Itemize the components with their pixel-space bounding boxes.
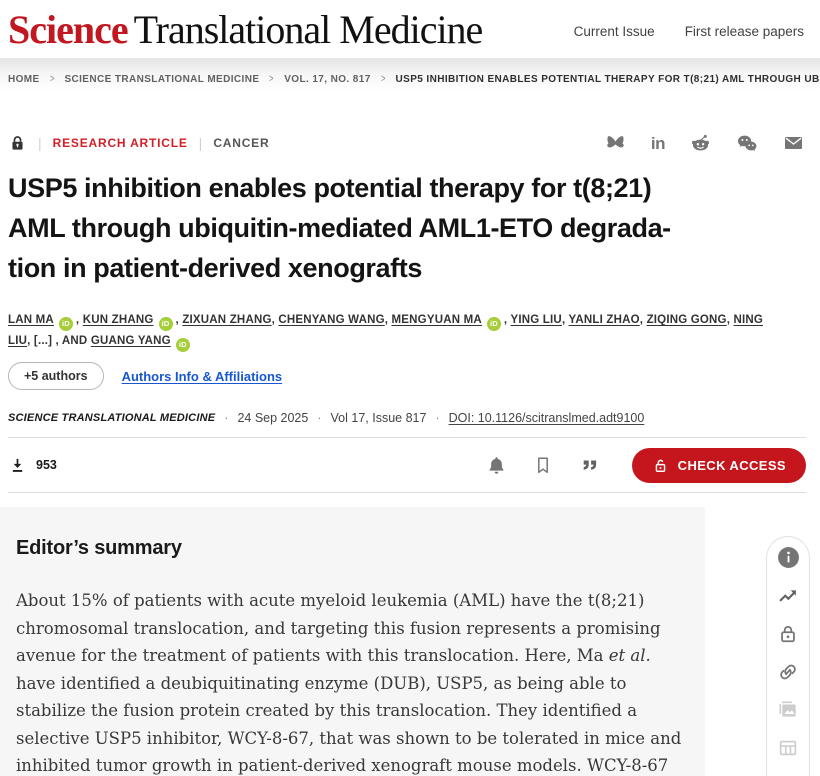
open-padlock-icon <box>652 457 669 474</box>
title-line: AML through ubiquitin-mediated AML1-ETO … <box>8 208 806 248</box>
author-link[interactable]: LAN MA <box>8 314 54 326</box>
editors-summary-panel: Editor’s summary About 15% of patients w… <box>0 507 705 776</box>
download-icon <box>8 456 27 475</box>
locked-padlock-icon <box>8 134 27 153</box>
breadcrumb-journal[interactable]: SCIENCE TRANSLATIONAL MEDICINE <box>64 74 259 85</box>
info-icon[interactable] <box>777 546 800 569</box>
article-header: | RESEARCH ARTICLE | CANCER in <box>0 133 820 776</box>
breadcrumb-volume[interactable]: VOL. 17, NO. 817 <box>284 74 370 85</box>
bluesky-icon[interactable] <box>605 133 626 153</box>
divider-line <box>8 492 806 493</box>
science-logo-text[interactable]: Science <box>8 7 128 52</box>
breadcrumb-current-article: USP5 INHIBITION ENABLES POTENTIAL THERAP… <box>396 74 820 85</box>
dot-separator: · <box>317 411 321 425</box>
header-nav: Current Issue First release papers <box>574 20 804 39</box>
author-separator: , <box>640 314 647 326</box>
linkedin-icon[interactable]: in <box>651 135 665 152</box>
orcid-icon[interactable]: iD <box>487 317 501 331</box>
publication-date: 24 Sep 2025 <box>237 411 308 425</box>
authors-info-affiliations-link[interactable]: Authors Info & Affiliations <box>122 369 283 384</box>
author-link[interactable]: ZIXUAN ZHANG <box>182 314 271 326</box>
email-icon[interactable] <box>783 133 804 153</box>
chevron-right-icon: > <box>269 73 274 85</box>
share-link-icon[interactable] <box>777 661 799 683</box>
author-separator: , <box>385 314 392 326</box>
breadcrumb-home[interactable]: HOME <box>8 74 40 85</box>
author-separator: , <box>727 314 734 326</box>
dot-separator: · <box>435 411 439 425</box>
nav-first-release[interactable]: First release papers <box>685 24 804 39</box>
orcid-icon[interactable]: iD <box>59 317 73 331</box>
summary-italic-segment: et al. <box>609 646 651 665</box>
editors-summary-heading: Editor’s summary <box>16 537 689 560</box>
reddit-icon[interactable] <box>690 133 711 153</box>
author-link[interactable]: ZIQING GONG <box>647 314 727 326</box>
article-title: USP5 inhibition enables potential therap… <box>8 168 806 288</box>
access-lock-icon[interactable] <box>777 623 799 645</box>
journal-name: SCIENCE TRANSLATIONAL MEDICINE <box>8 412 215 424</box>
orcid-icon[interactable]: iD <box>176 338 190 352</box>
nav-current-issue[interactable]: Current Issue <box>574 24 655 39</box>
kicker-row: | RESEARCH ARTICLE | CANCER in <box>8 133 806 153</box>
chevron-right-icon: > <box>381 73 386 85</box>
divider: | <box>199 135 203 151</box>
metrics-trend-icon[interactable] <box>777 585 799 607</box>
author-separator: , <box>76 314 83 326</box>
author-separator: , [...] , AND <box>27 335 91 347</box>
divider: | <box>38 135 42 151</box>
bookmark-icon[interactable] <box>533 455 553 476</box>
title-line: USP5 inhibition enables potential therap… <box>8 168 806 208</box>
article-category-label[interactable]: CANCER <box>213 136 269 150</box>
author-link[interactable]: MENGYUAN MA <box>392 314 482 326</box>
editors-summary-text: About 15% of patients with acute myeloid… <box>16 587 689 776</box>
download-count: 953 <box>36 458 57 472</box>
cite-quote-icon[interactable] <box>579 455 600 475</box>
tables-icon[interactable] <box>777 737 799 759</box>
author-separator: , <box>562 314 569 326</box>
author-link[interactable]: GUANG YANG <box>91 335 171 347</box>
publication-meta-row: SCIENCE TRANSLATIONAL MEDICINE · 24 Sep … <box>8 411 806 425</box>
more-authors-button[interactable]: +5 authors <box>8 362 104 390</box>
downloads-metric: 953 <box>8 456 57 475</box>
check-access-button[interactable]: CHECK ACCESS <box>632 448 806 483</box>
action-buttons-group: CHECK ACCESS <box>486 448 806 483</box>
author-link[interactable]: KUN ZHANG <box>83 314 154 326</box>
author-list: LAN MA iD, KUN ZHANG iD, ZIXUAN ZHANG, CHE… <box>8 310 806 352</box>
author-separator: , <box>504 314 511 326</box>
article-type-label[interactable]: RESEARCH ARTICLE <box>53 136 188 150</box>
author-link[interactable]: CHENYANG WANG <box>278 314 384 326</box>
volume-issue: Vol 17, Issue 817 <box>331 411 427 425</box>
breadcrumb: HOME > SCIENCE TRANSLATIONAL MEDICINE > … <box>0 58 820 100</box>
chevron-right-icon: > <box>50 73 55 85</box>
check-access-label: CHECK ACCESS <box>678 458 786 473</box>
orcid-icon[interactable]: iD <box>159 317 173 331</box>
social-share-row: in <box>605 133 806 153</box>
author-link[interactable]: YANLI ZHAO <box>569 314 640 326</box>
summary-text-segment: About 15% of patients with acute myeloid… <box>16 591 661 665</box>
dot-separator: · <box>224 411 228 425</box>
journal-logo-text[interactable]: Translational Medicine <box>134 7 483 52</box>
alert-bell-icon[interactable] <box>486 455 507 476</box>
author-link[interactable]: YING LIU <box>511 314 562 326</box>
article-side-toolbar <box>766 536 810 776</box>
title-line: tion in patient-derived xenografts <box>8 248 806 288</box>
wechat-icon[interactable] <box>736 133 758 153</box>
summary-text-segment: have identified a deubiquitinating enzym… <box>16 674 681 776</box>
metrics-actions-row: 953 CHECK ACCESS <box>8 438 806 492</box>
article-type-group: | RESEARCH ARTICLE | CANCER <box>8 134 269 153</box>
figures-image-icon[interactable] <box>777 699 799 721</box>
author-actions-row: +5 authors Authors Info & Affiliations <box>8 362 806 390</box>
doi-link[interactable]: DOI: 10.1126/scitranslmed.adt9100 <box>449 411 645 425</box>
